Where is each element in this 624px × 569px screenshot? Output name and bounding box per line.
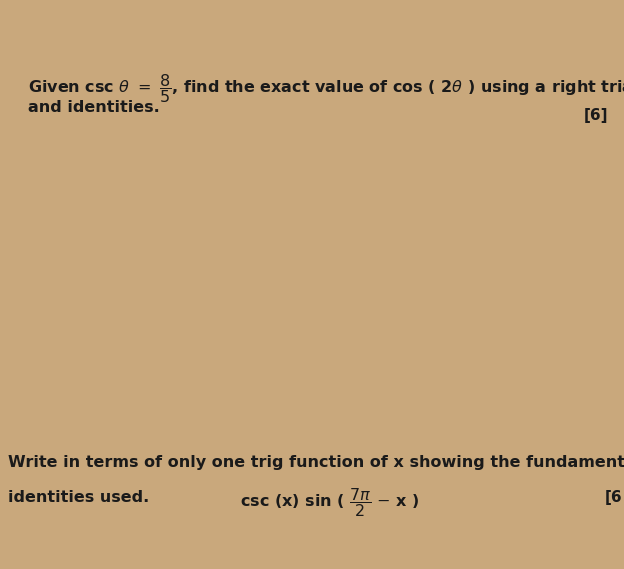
Text: Write in terms of only one trig function of x showing the fundamental: Write in terms of only one trig function… — [8, 455, 624, 470]
Text: csc (x) sin ( $\dfrac{7\pi}{2}$ $-$ x ): csc (x) sin ( $\dfrac{7\pi}{2}$ $-$ x ) — [240, 486, 420, 519]
Text: Given csc $\theta$ $=$ $\dfrac{8}{5}$, find the exact value of cos ( 2$\theta$ ): Given csc $\theta$ $=$ $\dfrac{8}{5}$, f… — [28, 72, 624, 105]
Text: identities used.: identities used. — [8, 490, 149, 505]
Text: and identities.: and identities. — [28, 100, 160, 115]
Text: [6: [6 — [605, 490, 622, 505]
Text: [6]: [6] — [583, 108, 608, 123]
